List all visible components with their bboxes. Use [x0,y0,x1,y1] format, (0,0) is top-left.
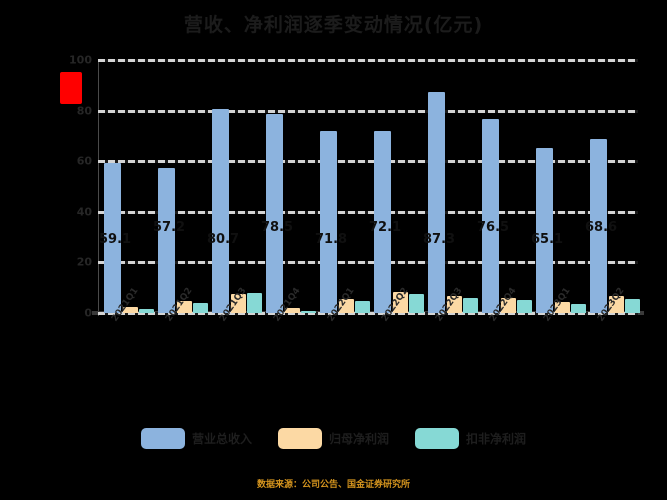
bar-np[interactable] [339,299,354,313]
bar-group [158,60,208,313]
bar-group [482,60,532,313]
bar-rev[interactable] [158,168,175,313]
chart-title: 营收、净利润逐季变动情况(亿元) [183,14,484,36]
bar-dnp[interactable] [517,299,532,313]
gridline-100 [98,59,638,62]
y-tick-label-60: 60 [76,154,92,168]
bar-dnp[interactable] [463,298,478,313]
bar-np[interactable] [177,301,192,313]
bar-np[interactable] [231,294,246,313]
bar-rev[interactable] [590,139,607,313]
bar-np[interactable] [501,298,516,313]
bar-group [104,60,154,313]
bar-dnp[interactable] [625,298,640,313]
bar-dnp[interactable] [139,308,154,313]
gridline-0 [98,312,638,315]
chart-legend: 营业总收入 归母净利润 扣非净利润 [0,428,667,449]
bar-group [266,60,316,313]
bar-group [212,60,262,313]
data-label: 72.1 [369,220,402,235]
bar-np[interactable] [609,295,624,313]
bar-dnp[interactable] [409,293,424,313]
bar-rev[interactable] [266,114,283,313]
bar-group [374,60,424,313]
plot-area: 59.1 57.2 80.7 78.5 71.8 72.1 87.3 76.5 65.1 68.6 [98,59,640,315]
data-label: 80.7 [207,232,240,247]
bar-rev[interactable] [320,131,337,313]
data-label: 87.3 [423,232,456,247]
data-label: 59.1 [99,232,132,247]
y-tick-label-40: 40 [76,205,92,219]
bar-np[interactable] [447,296,462,313]
bar-np[interactable] [285,307,300,313]
y-axis-line [98,60,99,316]
source-caption: 数据来源：公司公告、国金证券研究所 [256,480,410,490]
data-label: 76.5 [477,220,510,235]
data-label: 78.5 [261,220,294,235]
bar-rev[interactable] [536,148,553,313]
gridline-40 [98,210,638,214]
bar-rev[interactable] [104,163,121,313]
gridline-20 [98,261,638,265]
bar-dnp[interactable] [301,310,316,313]
data-label: 71.8 [315,232,348,247]
bar-dnp[interactable] [193,303,208,313]
bar-group [428,60,478,313]
y-tick-label-20: 20 [76,255,92,269]
legend-swatch [415,428,459,449]
y-tick-label-80: 80 [76,104,92,118]
bar-rev[interactable] [374,130,391,313]
legend-swatch [140,428,185,449]
gridline-60 [98,160,638,164]
bar-group [590,60,640,313]
bar-dnp[interactable] [355,300,370,313]
data-label: 57.2 [153,220,186,235]
legend-item[interactable]: 扣非净利润 [415,428,526,449]
legend-label: 营业总收入 [191,432,252,446]
bar-rev[interactable] [212,108,229,313]
legend-label: 扣非净利润 [466,432,527,446]
legend-item[interactable]: 营业总收入 [140,428,252,449]
bar-rev[interactable] [482,119,499,313]
y-tick-label-0: 0 [84,306,92,320]
data-label: 68.6 [585,220,618,235]
y-tick-label-100: 100 [69,53,92,67]
gridline-80 [98,109,638,113]
bar-dnp[interactable] [247,292,262,313]
legend-label: 归母净利润 [328,432,389,446]
data-label: 65.1 [531,232,564,247]
red-highlight-box [60,72,82,104]
bar-rev[interactable] [428,92,445,313]
bar-dnp[interactable] [571,303,586,313]
legend-item[interactable]: 归母净利润 [277,428,389,449]
y-axis-labels: 0 20 40 60 80 100 [48,54,92,320]
legend-swatch [277,428,322,449]
bar-np[interactable] [555,302,570,313]
bar-group [320,60,370,313]
bar-np[interactable] [393,292,408,313]
bar-group [536,60,586,313]
bar-np[interactable] [123,307,138,313]
